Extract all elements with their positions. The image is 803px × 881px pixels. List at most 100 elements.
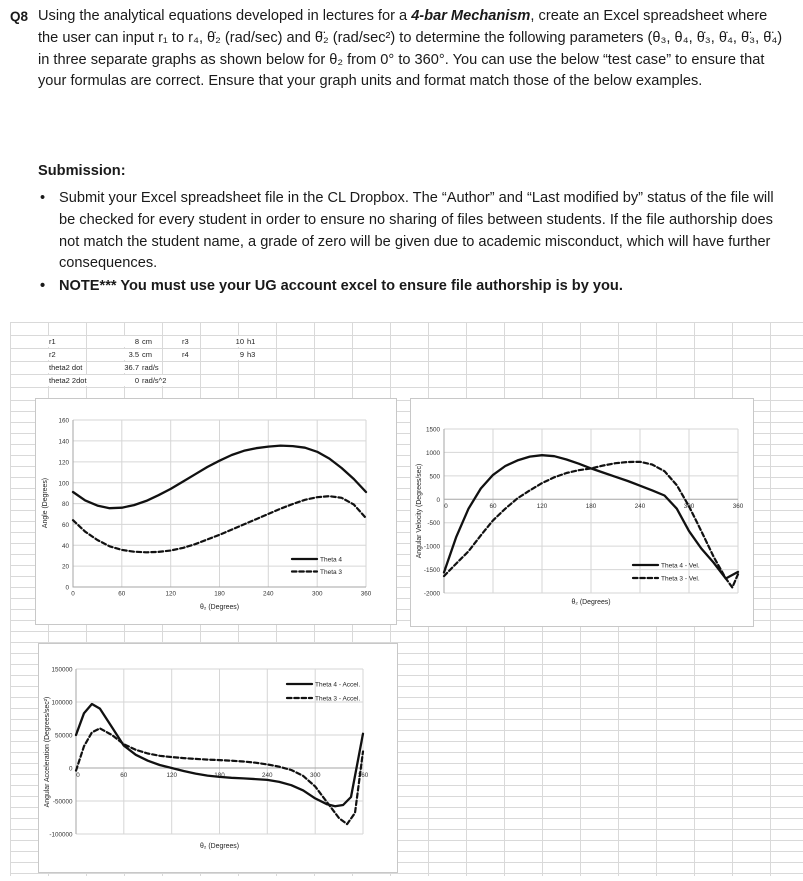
cell-theta22dot-label: theta2 2dot bbox=[48, 375, 88, 386]
chart-gridlines bbox=[73, 419, 367, 587]
cell-r4-value: 9 bbox=[203, 349, 245, 360]
x-tick-label: 240 bbox=[635, 503, 646, 510]
legend-label: Theta 4 - Accel. bbox=[315, 682, 360, 689]
y-tick-label: -1000 bbox=[424, 544, 441, 551]
y-tick-label: 100 bbox=[58, 480, 69, 487]
angular-acceleration-chart: 150000 100000 50000 0 -50000 -100000 0 6… bbox=[38, 643, 398, 873]
submission-bullet-2: • NOTE*** You must use your UG account e… bbox=[40, 276, 782, 298]
cell-theta22dot-unit: rad/s^2 bbox=[141, 375, 168, 386]
legend-label: Theta 3 - Vel. bbox=[661, 576, 700, 583]
y-tick-label: -500 bbox=[427, 520, 440, 527]
y-tick-label: -2000 bbox=[424, 591, 441, 598]
y-tick-label: 20 bbox=[62, 564, 70, 571]
theta3-accel-line bbox=[74, 727, 365, 826]
chart-axes bbox=[72, 420, 366, 588]
x-axis-title: θ₂ (Degrees) bbox=[200, 604, 239, 611]
chart-legend: Theta 4 Theta 3 bbox=[290, 557, 342, 576]
question-text-after: , create an Excel spreadsheet where the … bbox=[38, 8, 783, 90]
question-text: Using the analytical equations developed… bbox=[38, 6, 790, 93]
submission-bullet-2-text: NOTE*** You must use your UG account exc… bbox=[59, 278, 623, 295]
y-tick-label: 0 bbox=[65, 585, 69, 592]
bullet-marker: • bbox=[40, 190, 46, 206]
x-tick-label: 60 bbox=[118, 591, 126, 598]
chart-axes bbox=[443, 429, 738, 593]
x-tick-label: 360 bbox=[361, 591, 372, 598]
cell-theta22dot-value: 0 bbox=[88, 375, 140, 386]
y-tick-label: 50000 bbox=[55, 733, 73, 740]
x-tick-label: 240 bbox=[263, 591, 274, 598]
y-tick-label: -100000 bbox=[49, 832, 73, 839]
y-tick-label: 100000 bbox=[51, 700, 73, 707]
legend-label: Theta 4 bbox=[320, 557, 342, 564]
chart-gridlines bbox=[444, 428, 739, 594]
x-tick-label: 0 bbox=[76, 772, 80, 779]
y-axis-title: Angular Acceleration (Degrees/sec²) bbox=[44, 697, 51, 808]
x-axis-title: θ₂ (Degrees) bbox=[571, 599, 610, 606]
submission-bullet-1-text: Submit your Excel spreadsheet file in th… bbox=[59, 190, 774, 272]
cell-r1-unit: cm bbox=[141, 336, 153, 347]
cell-r2-label: r2 bbox=[48, 349, 57, 360]
cell-theta2dot-label: theta2 dot bbox=[48, 362, 84, 373]
x-axis-title: θ₂ (Degrees) bbox=[200, 843, 239, 850]
cell-h3-label: h3 bbox=[246, 349, 257, 360]
cell-theta2dot-unit: rad/s bbox=[141, 362, 160, 373]
chart-legend: Theta 4 - Vel. Theta 3 - Vel. bbox=[631, 563, 700, 583]
y-tick-label: 1500 bbox=[426, 427, 441, 434]
submission-bullet-list: • Submit your Excel spreadsheet file in … bbox=[40, 188, 782, 299]
x-tick-label: 120 bbox=[165, 591, 176, 598]
y-tick-label: 120 bbox=[58, 459, 69, 466]
angle-chart-svg: 160 140 120 100 80 60 40 20 0 0 60 120 1… bbox=[42, 418, 372, 612]
y-tick-label: 80 bbox=[62, 501, 70, 508]
chart-gridlines bbox=[76, 668, 364, 835]
cell-r1-label: r1 bbox=[48, 336, 57, 347]
x-tick-label: 0 bbox=[71, 591, 75, 598]
x-tick-label: 120 bbox=[166, 772, 177, 779]
spreadsheet-grid-top bbox=[10, 322, 803, 401]
y-tick-label: -1500 bbox=[424, 567, 441, 574]
y-axis-title: Angle (Degrees) bbox=[42, 478, 49, 528]
x-tick-label: 120 bbox=[537, 503, 548, 510]
legend-label: Theta 3 bbox=[320, 569, 342, 576]
x-tick-label: 60 bbox=[120, 772, 128, 779]
y-axis-title: Angular Velocity (Degrees/sec) bbox=[416, 464, 423, 559]
y-tick-label: 140 bbox=[58, 438, 69, 445]
theta4-line bbox=[71, 444, 368, 510]
theta3-vel-line bbox=[442, 460, 740, 589]
y-tick-label: 500 bbox=[429, 473, 440, 480]
theta4-accel-line bbox=[74, 702, 365, 808]
angular-velocity-chart-svg: 1500 1000 500 0 -500 -1000 -1500 -2000 0… bbox=[416, 427, 744, 607]
cell-h1-label: h1 bbox=[246, 336, 257, 347]
cell-r2-value: 3.5 bbox=[88, 349, 140, 360]
x-tick-label: 180 bbox=[214, 591, 225, 598]
submission-bullet-1: • Submit your Excel spreadsheet file in … bbox=[40, 188, 782, 275]
legend-label: Theta 4 - Vel. bbox=[661, 563, 700, 570]
question-number: Q8 bbox=[10, 9, 29, 24]
cell-theta2dot-value: 36.7 bbox=[88, 362, 140, 373]
y-tick-label: 60 bbox=[62, 522, 70, 529]
x-tick-label: 180 bbox=[586, 503, 597, 510]
y-tick-label: 150000 bbox=[51, 667, 73, 674]
y-tick-label: 0 bbox=[69, 766, 73, 773]
x-tick-label: 360 bbox=[358, 772, 369, 779]
x-tick-label: 60 bbox=[489, 503, 497, 510]
y-tick-label: -50000 bbox=[53, 799, 73, 806]
question-bold-term: 4-bar Mechanism bbox=[411, 8, 531, 24]
x-tick-label: 240 bbox=[262, 772, 273, 779]
cell-r2-unit: cm bbox=[141, 349, 153, 360]
question-text-before: Using the analytical equations developed… bbox=[38, 8, 412, 24]
y-tick-label: 1000 bbox=[426, 450, 441, 457]
angle-chart: 160 140 120 100 80 60 40 20 0 0 60 120 1… bbox=[35, 398, 397, 625]
legend-label: Theta 3 - Accel. bbox=[315, 696, 360, 703]
cell-r1-value: 8 bbox=[88, 336, 140, 347]
y-tick-label: 160 bbox=[58, 418, 69, 425]
x-tick-label: 300 bbox=[310, 772, 321, 779]
x-tick-label: 180 bbox=[214, 772, 225, 779]
y-tick-label: 0 bbox=[436, 497, 440, 504]
spreadsheet-area: r1 8 cm r3 10 h1 r2 3.5 cm r4 9 h3 theta… bbox=[0, 315, 803, 876]
cell-r4-label: r4 bbox=[181, 349, 190, 360]
y-tick-label: 40 bbox=[62, 543, 70, 550]
angular-acceleration-chart-svg: 150000 100000 50000 0 -50000 -100000 0 6… bbox=[44, 667, 369, 851]
submission-heading: Submission: bbox=[38, 163, 126, 179]
x-tick-label: 0 bbox=[444, 503, 448, 510]
